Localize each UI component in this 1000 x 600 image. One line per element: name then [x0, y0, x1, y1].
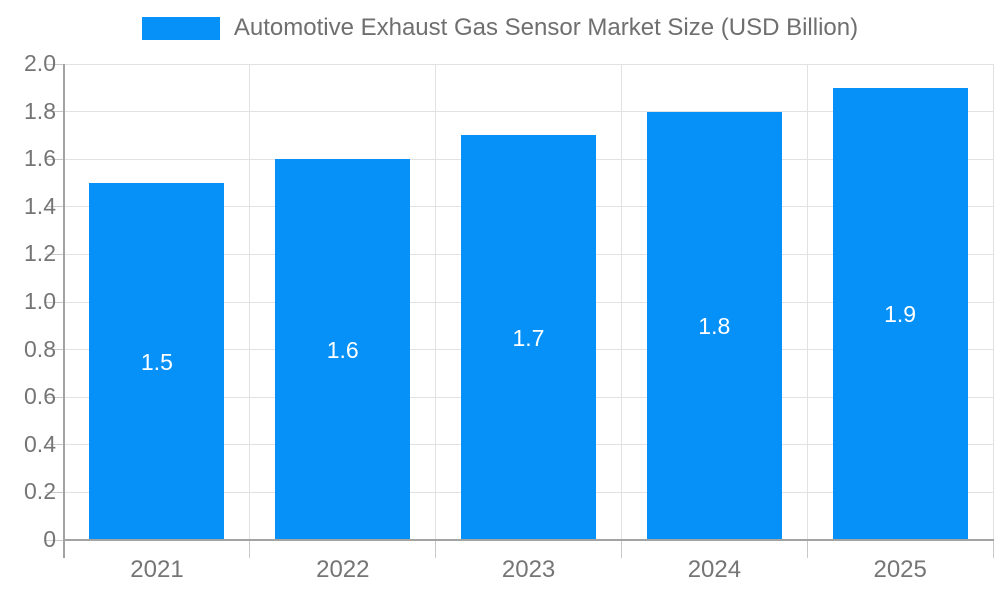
y-axis-tick-label: 2.0: [24, 50, 56, 76]
y-tick: [46, 158, 64, 160]
y-axis-tick-label: 1.0: [24, 288, 56, 314]
y-tick: [46, 539, 64, 541]
h-gridline: [64, 63, 993, 65]
v-gridline: [992, 64, 994, 540]
y-tick: [46, 253, 64, 255]
bar: [832, 87, 968, 540]
y-axis-tick-label: 0.6: [24, 383, 56, 410]
bar: [275, 159, 411, 540]
bar: [461, 135, 596, 540]
x-tick: [992, 540, 994, 558]
chart-legend: Automotive Exhaust Gas Sensor Market Siz…: [0, 14, 1000, 42]
y-axis-tick-label: 1.4: [24, 192, 56, 219]
y-axis-line: [63, 64, 65, 558]
y-tick: [46, 396, 64, 398]
x-axis-line: [64, 539, 994, 541]
v-gridline: [806, 64, 808, 540]
y-axis-tick-label: 1.6: [24, 145, 56, 172]
v-gridline: [249, 64, 251, 540]
y-tick: [46, 491, 64, 493]
x-tick: [435, 540, 437, 558]
y-tick: [46, 111, 64, 113]
plot-area: 1.5 1.6 1.7 1.8 1.9: [64, 64, 993, 540]
x-axis-tick-label: 2023: [501, 556, 556, 583]
bar-value-label: 1.8: [698, 312, 731, 339]
y-axis-tick-label: 1.2: [24, 240, 56, 267]
y-tick: [46, 444, 64, 446]
v-gridline: [435, 64, 437, 540]
bar: [89, 183, 225, 540]
bar-value-label: 1.9: [884, 300, 917, 327]
h-gridline: [64, 111, 993, 113]
chart-title: Automotive Exhaust Gas Sensor Market Siz…: [233, 14, 859, 41]
y-axis-tick-label: 0.8: [24, 335, 56, 362]
x-tick: [249, 540, 251, 558]
y-axis-tick-label: 0.4: [24, 430, 56, 457]
x-tick: [806, 540, 808, 558]
x-axis-tick-label: 2024: [687, 556, 742, 583]
bar-value-label: 1.5: [140, 348, 173, 375]
y-tick: [46, 63, 64, 65]
x-axis-tick-label: 2025: [873, 556, 927, 583]
v-gridline: [620, 64, 622, 540]
y-axis-tick-label: 0.2: [24, 478, 56, 505]
y-axis-tick-label: 1.8: [24, 97, 56, 124]
y-tick: [46, 349, 64, 351]
bar-value-label: 1.7: [512, 324, 545, 351]
legend-swatch: [141, 16, 220, 40]
y-tick: [46, 206, 64, 208]
x-axis-tick-label: 2021: [130, 556, 184, 583]
x-tick: [620, 540, 622, 558]
y-axis-tick-label: 0: [43, 526, 56, 552]
bar: [646, 111, 782, 540]
bar-value-label: 1.6: [326, 336, 359, 363]
x-axis-tick-label: 2022: [316, 556, 370, 583]
y-tick: [46, 301, 64, 303]
